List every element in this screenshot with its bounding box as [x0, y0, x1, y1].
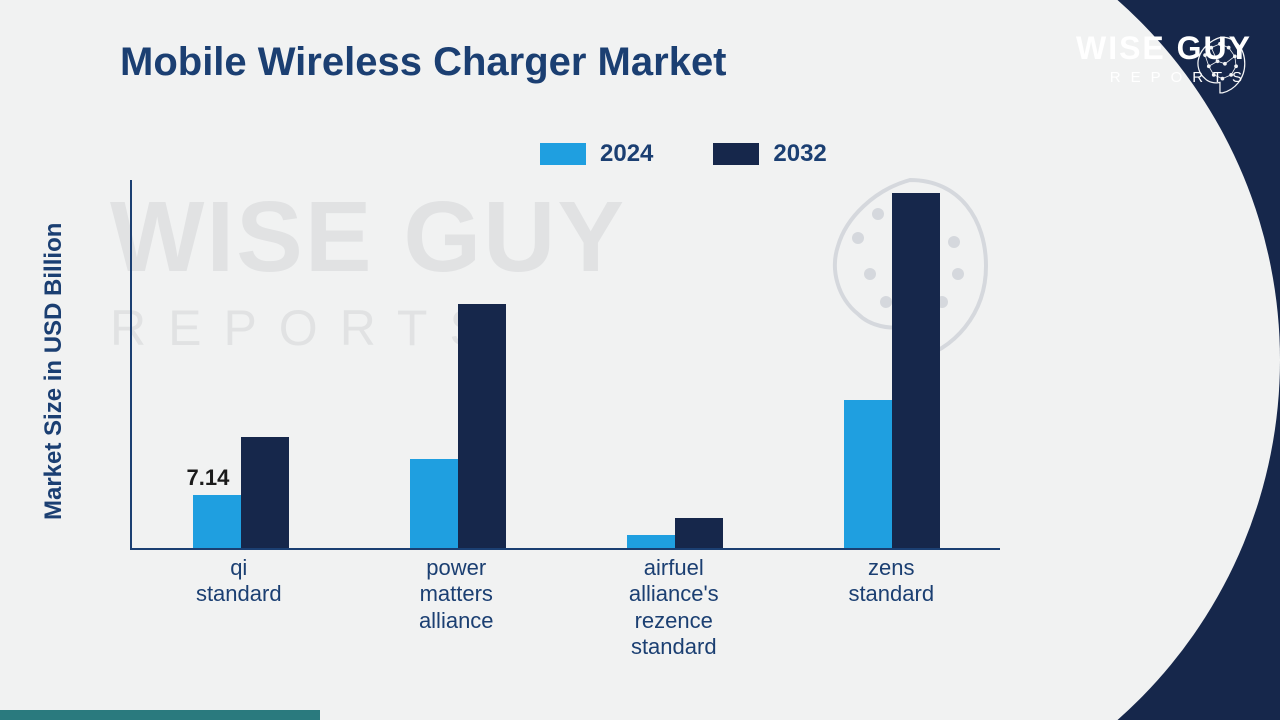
bar: 7.14: [193, 495, 241, 548]
brand-logo: WISE GUY REPORTS: [992, 30, 1252, 86]
bar-value-label: 7.14: [187, 465, 230, 491]
legend-label-1: 2032: [773, 140, 826, 168]
bar: [458, 304, 506, 548]
x-axis-label: qistandard: [130, 555, 348, 661]
legend-item-0: 2024: [540, 140, 653, 168]
x-axis-labels: qistandardpowermattersallianceairfuelall…: [130, 555, 1000, 661]
bar: [892, 193, 940, 548]
right-panel-fill: [962, 0, 1280, 720]
legend-swatch-1: [713, 143, 759, 165]
accent-bar: [0, 710, 320, 720]
right-panel: [962, 0, 1280, 720]
chart-title: Mobile Wireless Charger Market: [120, 40, 727, 85]
bar: [675, 518, 723, 548]
legend-item-1: 2032: [713, 140, 826, 168]
legend: 2024 2032: [540, 140, 827, 168]
bar-group: [349, 180, 566, 548]
bar: [844, 400, 892, 548]
x-axis-label: powermattersalliance: [348, 555, 566, 661]
x-axis-label: zensstandard: [783, 555, 1001, 661]
bar: [627, 535, 675, 548]
bar: [410, 459, 458, 548]
plot-area: 7.14: [130, 180, 1000, 550]
y-axis-label: Market Size in USD Billion: [40, 223, 68, 520]
x-axis-label: airfuelalliance'srezencestandard: [565, 555, 783, 661]
brain-head-icon: [1184, 34, 1246, 96]
bar-group: [783, 180, 1000, 548]
bar-group: [566, 180, 783, 548]
bar: [241, 437, 289, 548]
legend-label-0: 2024: [600, 140, 653, 168]
bar-group: 7.14: [132, 180, 349, 548]
legend-swatch-0: [540, 143, 586, 165]
